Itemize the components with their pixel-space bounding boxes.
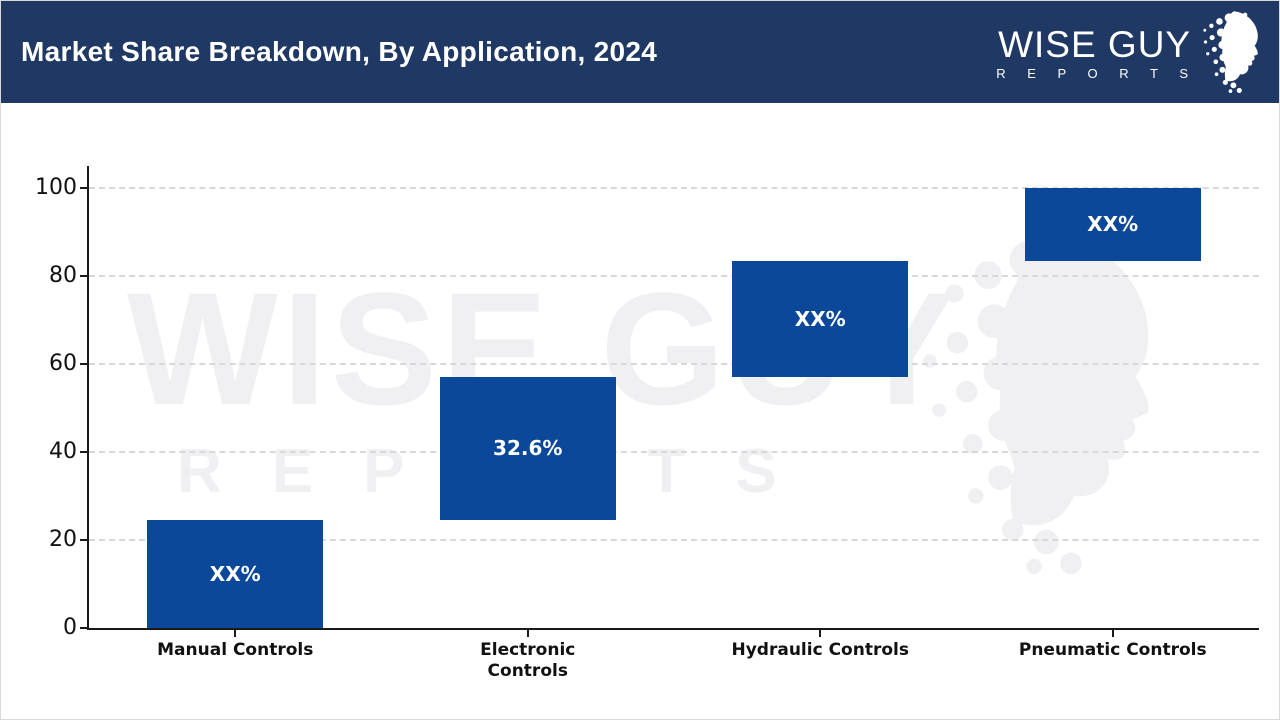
bar-value-label: XX% <box>1087 212 1139 237</box>
y-tick-mark <box>80 539 87 541</box>
bar: 32.6% <box>439 376 616 521</box>
bar-value-label: XX% <box>209 562 261 587</box>
gridline <box>89 539 1259 541</box>
x-tick-mark <box>819 630 822 637</box>
y-tick-mark <box>80 627 87 629</box>
bar-value-label: 32.6% <box>493 436 563 461</box>
brand-name: WISE GUY <box>998 23 1192 65</box>
brand-logo-text: WISE GUY R E P O R T S <box>992 26 1197 81</box>
gridline <box>89 187 1259 189</box>
x-tick-mark <box>234 630 237 637</box>
y-tick-mark <box>80 451 87 453</box>
page-title: Market Share Breakdown, By Application, … <box>21 36 658 67</box>
y-tick-label: 20 <box>49 527 77 552</box>
y-axis-line <box>87 166 89 628</box>
brand-dotted-head-icon <box>1203 11 1258 93</box>
y-tick-label: 0 <box>63 615 77 640</box>
y-tick-label: 40 <box>49 439 77 464</box>
y-tick-label: 100 <box>35 175 77 200</box>
brand-subname: R E P O R T S <box>996 65 1197 81</box>
y-tick-mark <box>80 187 87 189</box>
x-category-label: Hydraulic Controls <box>731 640 909 660</box>
x-tick-mark <box>1111 630 1114 637</box>
header-bar: Market Share Breakdown, By Application, … <box>1 1 1279 103</box>
x-tick-mark <box>526 630 529 637</box>
x-category-label: Electronic Controls <box>480 640 576 682</box>
gridline <box>89 363 1259 365</box>
x-category-label: Pneumatic Controls <box>1018 640 1207 660</box>
bar-value-label: XX% <box>794 306 846 331</box>
gridline <box>89 451 1259 453</box>
x-category-label: Manual Controls <box>157 640 314 660</box>
bar: XX% <box>1024 188 1201 261</box>
bar: XX% <box>147 520 324 628</box>
brand-logo: WISE GUY R E P O R T S <box>992 9 1267 97</box>
y-tick-label: 80 <box>49 263 77 288</box>
y-tick-label: 60 <box>49 351 77 376</box>
bar: XX% <box>732 260 909 377</box>
x-axis-line <box>87 628 1259 630</box>
gridline <box>89 275 1259 277</box>
y-tick-mark <box>80 363 87 365</box>
y-tick-mark <box>80 275 87 277</box>
